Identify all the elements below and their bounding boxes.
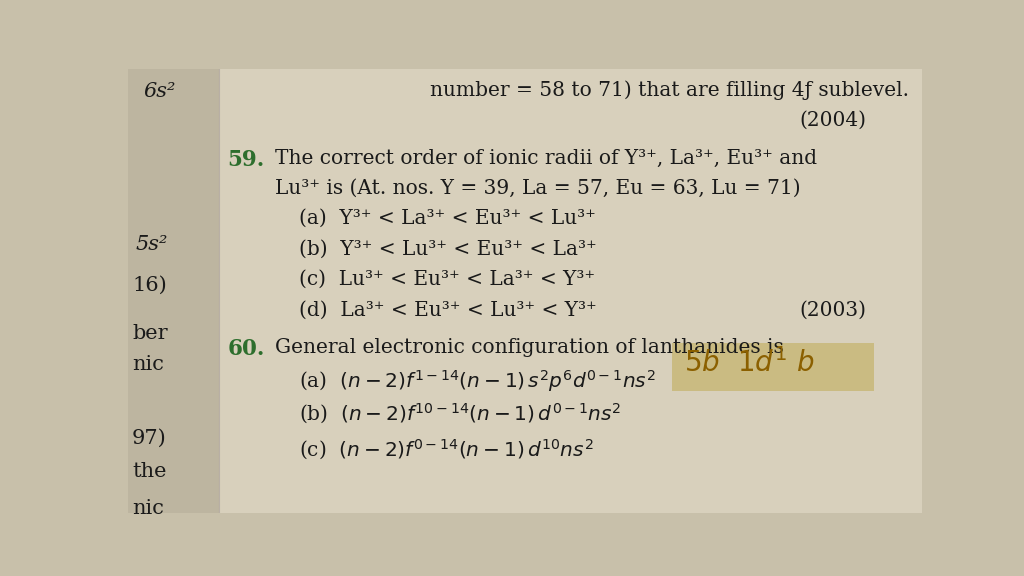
Text: 60.: 60. [227, 338, 264, 361]
Text: number = 58 to 71) that are filling 4ƒ sublevel.: number = 58 to 71) that are filling 4ƒ s… [430, 80, 908, 100]
Text: nic: nic [132, 499, 164, 518]
Text: The correct order of ionic radii of Y³⁺, La³⁺, Eu³⁺ and: The correct order of ionic radii of Y³⁺,… [274, 149, 817, 168]
Text: (2004): (2004) [799, 111, 866, 130]
Text: (b)  $(n-2)f^{10-14}(n-1)\,d^{0-1}ns^2$: (b) $(n-2)f^{10-14}(n-1)\,d^{0-1}ns^2$ [299, 402, 622, 426]
Text: (b)  Y³⁺ < Lu³⁺ < Eu³⁺ < La³⁺: (b) Y³⁺ < Lu³⁺ < Eu³⁺ < La³⁺ [299, 240, 596, 259]
Text: 97): 97) [132, 429, 167, 448]
Text: (d)  La³⁺ < Eu³⁺ < Lu³⁺ < Y³⁺: (d) La³⁺ < Eu³⁺ < Lu³⁺ < Y³⁺ [299, 301, 596, 320]
Text: (c)  $(n-2)f^{0-14}(n-1)\,d^{10}ns^2$: (c) $(n-2)f^{0-14}(n-1)\,d^{10}ns^2$ [299, 437, 593, 461]
Text: (a)  $(n-2)f^{1-14}(n-1)\,s^2p^6d^{0-1}ns^2$: (a) $(n-2)f^{1-14}(n-1)\,s^2p^6d^{0-1}ns… [299, 369, 655, 395]
Text: 16): 16) [132, 275, 167, 294]
Bar [672, 343, 874, 391]
Text: 59.: 59. [227, 149, 264, 171]
Text: ber: ber [132, 324, 168, 343]
Text: the: the [132, 461, 167, 480]
Text: Lu³⁺ is (At. nos. Y = 39, La = 57, Eu = 63, Lu = 71): Lu³⁺ is (At. nos. Y = 39, La = 57, Eu = … [274, 179, 801, 198]
Text: 6s²: 6s² [143, 82, 176, 101]
Bar [128, 69, 219, 513]
Text: (2003): (2003) [799, 301, 866, 320]
Text: (a)  Y³⁺ < La³⁺ < Eu³⁺ < Lu³⁺: (a) Y³⁺ < La³⁺ < Eu³⁺ < Lu³⁺ [299, 209, 596, 228]
Bar [219, 69, 922, 513]
Text: nic: nic [132, 355, 164, 374]
Text: General electronic configuration of lanthanides is: General electronic configuration of lant… [274, 338, 783, 357]
Text: 5s²: 5s² [136, 236, 168, 255]
Text: (c)  Lu³⁺ < Eu³⁺ < La³⁺ < Y³⁺: (c) Lu³⁺ < Eu³⁺ < La³⁺ < Y³⁺ [299, 270, 595, 289]
Text: $5b\ \ 1d^{1}\ b$: $5b\ \ 1d^{1}\ b$ [684, 348, 815, 378]
